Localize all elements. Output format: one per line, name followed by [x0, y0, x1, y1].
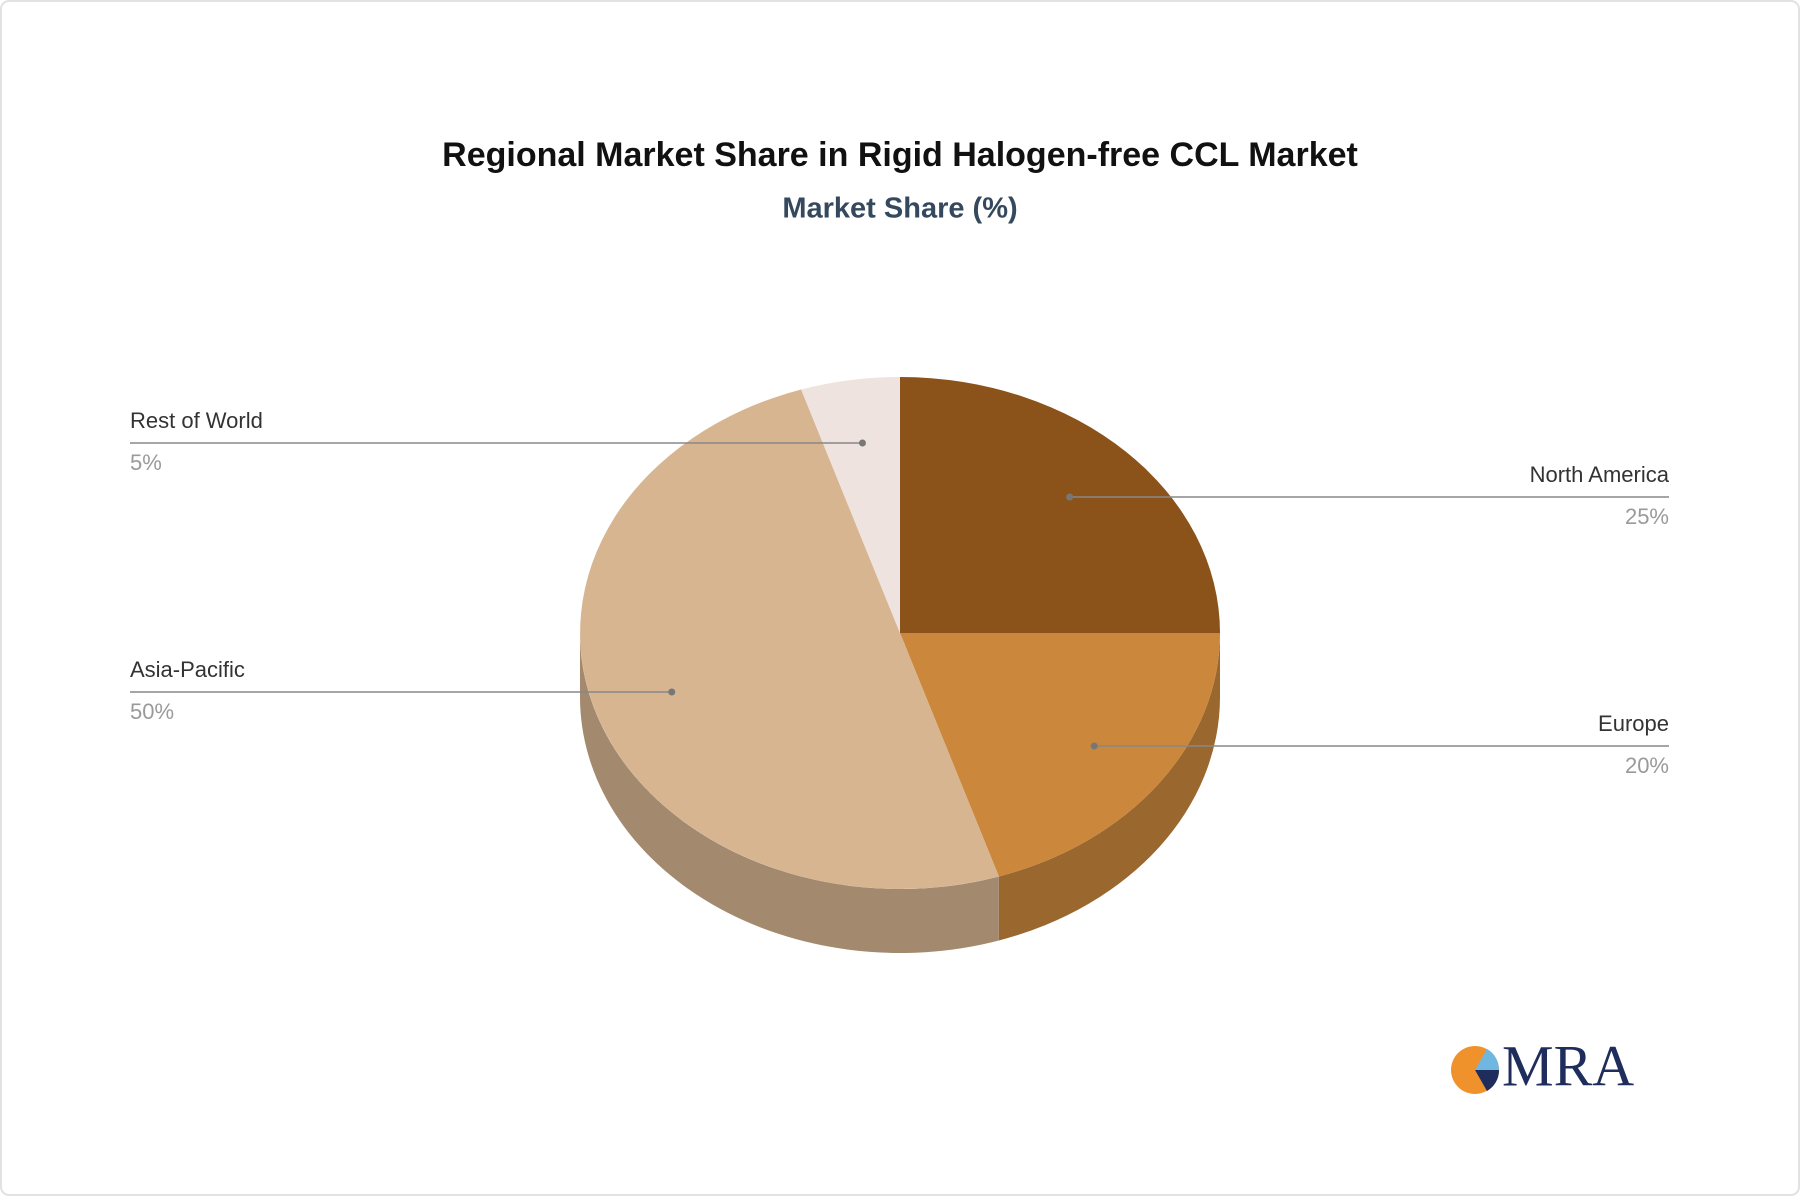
pie-sides: [580, 633, 1220, 953]
chart-subtitle: Market Share (%): [782, 193, 1017, 225]
logo: MRA: [1451, 1033, 1634, 1098]
leader-dot: [1090, 742, 1098, 750]
chart-title: Regional Market Share in Rigid Halogen-f…: [442, 136, 1358, 174]
slice: [900, 633, 1220, 877]
slice-label: Asia-Pacific: [130, 657, 245, 682]
slice-label: Europe: [1598, 711, 1669, 736]
leader-dot: [668, 688, 676, 696]
slice-label: Rest of World: [130, 408, 263, 433]
slice-value-label: 50%: [130, 699, 174, 724]
pie-tops: [580, 377, 1220, 889]
slice: [580, 389, 999, 889]
logo-text: MRA: [1502, 1033, 1634, 1098]
leader-dot: [1066, 493, 1074, 501]
slice-value-label: 5%: [130, 450, 162, 475]
logo-wedge: [1475, 1070, 1500, 1091]
slice: [900, 377, 1220, 633]
slice-value-label: 20%: [1625, 753, 1669, 778]
slice: [801, 377, 900, 633]
logo-wedge: [1475, 1049, 1500, 1070]
slice-side: [580, 633, 999, 953]
slice-side: [998, 633, 1220, 941]
leader-dot: [858, 439, 866, 447]
slice-label: North America: [1530, 462, 1670, 487]
slice-value-label: 25%: [1625, 504, 1669, 529]
